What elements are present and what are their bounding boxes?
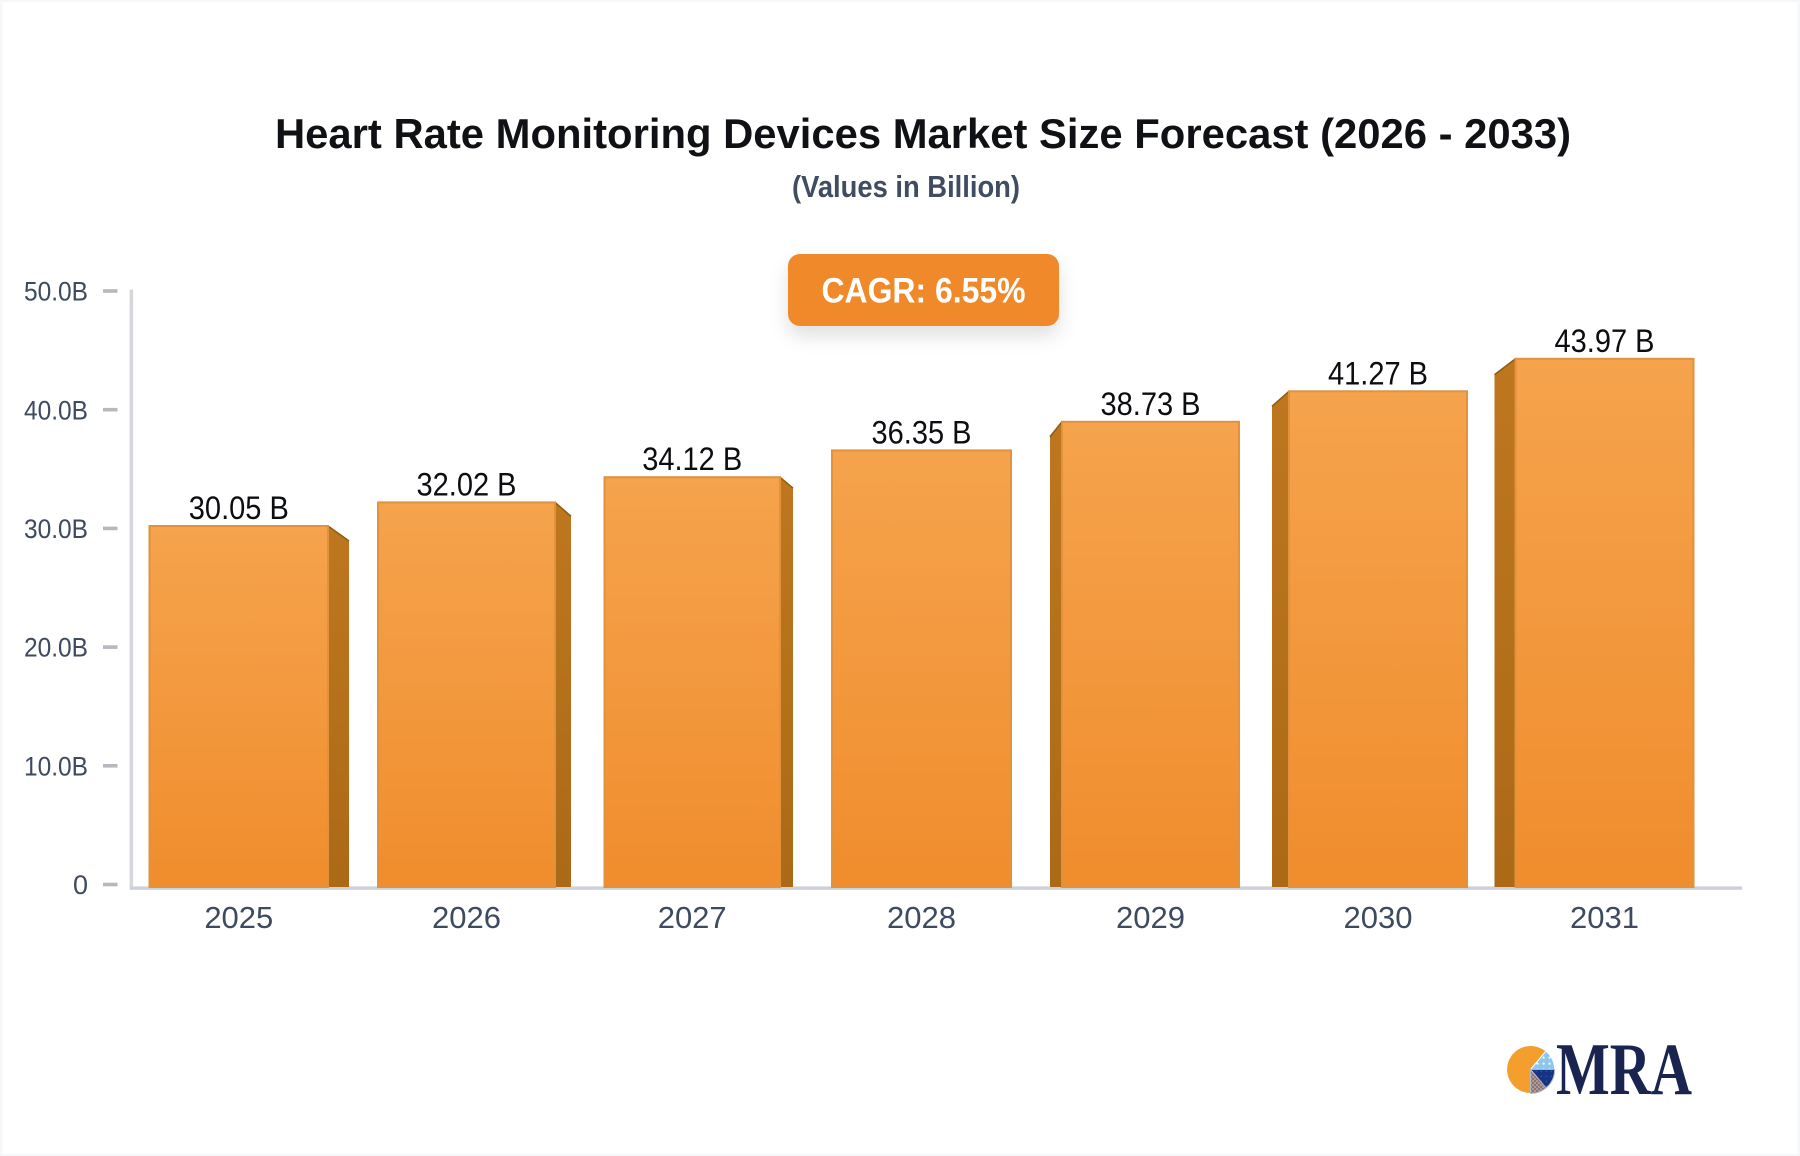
svg-text:43.97 B: 43.97 B bbox=[1555, 323, 1655, 359]
svg-text:10.0B: 10.0B bbox=[24, 751, 88, 781]
svg-text:Heart Rate Monitoring Devices: Heart Rate Monitoring Devices Market Siz… bbox=[275, 110, 1571, 157]
svg-text:CAGR: 6.55%: CAGR: 6.55% bbox=[822, 272, 1026, 311]
svg-text:30.05 B: 30.05 B bbox=[189, 490, 289, 526]
svg-text:36.35 B: 36.35 B bbox=[872, 414, 972, 450]
svg-text:2026: 2026 bbox=[432, 900, 501, 935]
svg-text:2029: 2029 bbox=[1116, 900, 1185, 935]
svg-text:0: 0 bbox=[73, 870, 88, 900]
svg-text:2025: 2025 bbox=[204, 900, 273, 935]
svg-text:(Values in Billion): (Values in Billion) bbox=[792, 169, 1020, 204]
svg-text:38.73 B: 38.73 B bbox=[1101, 386, 1201, 422]
svg-text:2031: 2031 bbox=[1570, 900, 1639, 935]
svg-text:34.12 B: 34.12 B bbox=[642, 441, 742, 477]
svg-text:20.0B: 20.0B bbox=[24, 633, 88, 663]
svg-text:MRA: MRA bbox=[1556, 1029, 1692, 1111]
svg-text:2028: 2028 bbox=[887, 900, 956, 935]
svg-text:32.02 B: 32.02 B bbox=[417, 466, 517, 502]
svg-text:50.0B: 50.0B bbox=[24, 277, 88, 307]
svg-text:40.0B: 40.0B bbox=[24, 395, 88, 425]
svg-text:2027: 2027 bbox=[658, 900, 727, 935]
svg-text:41.27 B: 41.27 B bbox=[1328, 355, 1428, 391]
svg-text:2030: 2030 bbox=[1344, 900, 1413, 935]
svg-text:30.0B: 30.0B bbox=[24, 514, 88, 544]
